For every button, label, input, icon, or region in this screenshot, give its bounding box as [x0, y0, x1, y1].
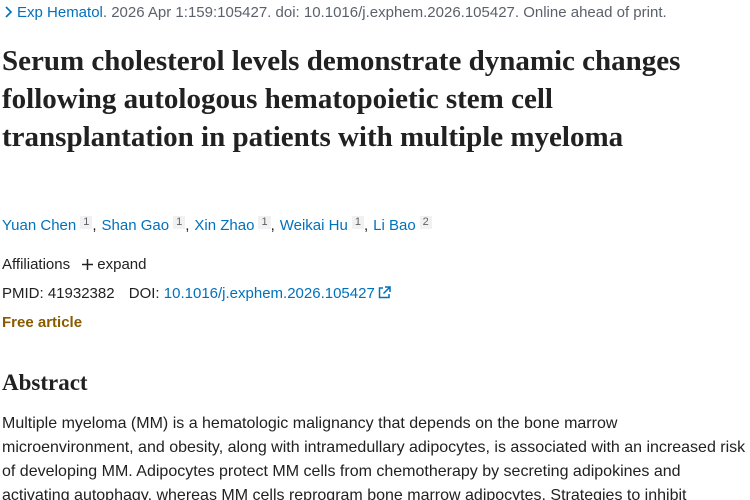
expand-toggle[interactable]: expand	[82, 256, 146, 273]
free-article: Free article	[2, 314, 83, 331]
doi-label: DOI:	[128, 285, 160, 302]
author-separator: ,	[92, 217, 97, 234]
authors: Yuan Chen 1, Shan Gao 1, Xin Zhao 1, Weikai Hu…	[2, 216, 432, 234]
pmid-label: PMID:	[2, 285, 44, 302]
chevron-icon	[5, 6, 13, 18]
author-separator: ,	[185, 217, 190, 234]
affiliations-label: Affiliations	[2, 256, 71, 273]
abstract-text: Multiple myeloma (MM) is a hematologic m…	[2, 415, 746, 500]
pmid: 41932382	[47, 285, 115, 302]
abstract-heading: Abstract	[2, 370, 88, 395]
external-link-icon	[378, 286, 391, 299]
author-link[interactable]: Li Bao	[373, 217, 416, 234]
affiliation-number[interactable]: 1	[173, 216, 186, 229]
author-link[interactable]: Shan Gao	[101, 217, 170, 234]
plus-icon	[82, 259, 94, 270]
journal-link[interactable]: Exp Hematol	[17, 4, 103, 21]
affiliation-number[interactable]: 1	[80, 216, 93, 229]
affiliation-number[interactable]: 2	[419, 216, 432, 229]
affiliation-number[interactable]: 1	[351, 216, 364, 229]
identifiers: PMID: 41932382 DOI: 10.1016/j.exphem.202…	[2, 285, 391, 302]
citation: Exp Hematol. 2026 Apr 1:159:105427. doi:…	[4, 4, 667, 21]
doi-link[interactable]: 10.1016/j.exphem.2026.105427	[164, 285, 391, 302]
affiliations: Affiliations expand	[2, 256, 146, 273]
author-link[interactable]: Yuan Chen	[2, 217, 77, 234]
affiliation-number[interactable]: 1	[258, 216, 271, 229]
expand-label: expand	[97, 256, 147, 273]
article-title: Serum cholesterol levels demonstrate dyn…	[2, 45, 681, 153]
author-link[interactable]: Weikai Hu	[279, 217, 348, 234]
author-separator: ,	[363, 217, 369, 234]
author-link[interactable]: Xin Zhao	[194, 217, 255, 234]
citation-details: . 2026 Apr 1:159:105427. doi: 10.1016/j.…	[102, 4, 667, 21]
doi-text: 10.1016/j.exphem.2026.105427	[163, 285, 375, 302]
author-separator: ,	[270, 217, 275, 234]
